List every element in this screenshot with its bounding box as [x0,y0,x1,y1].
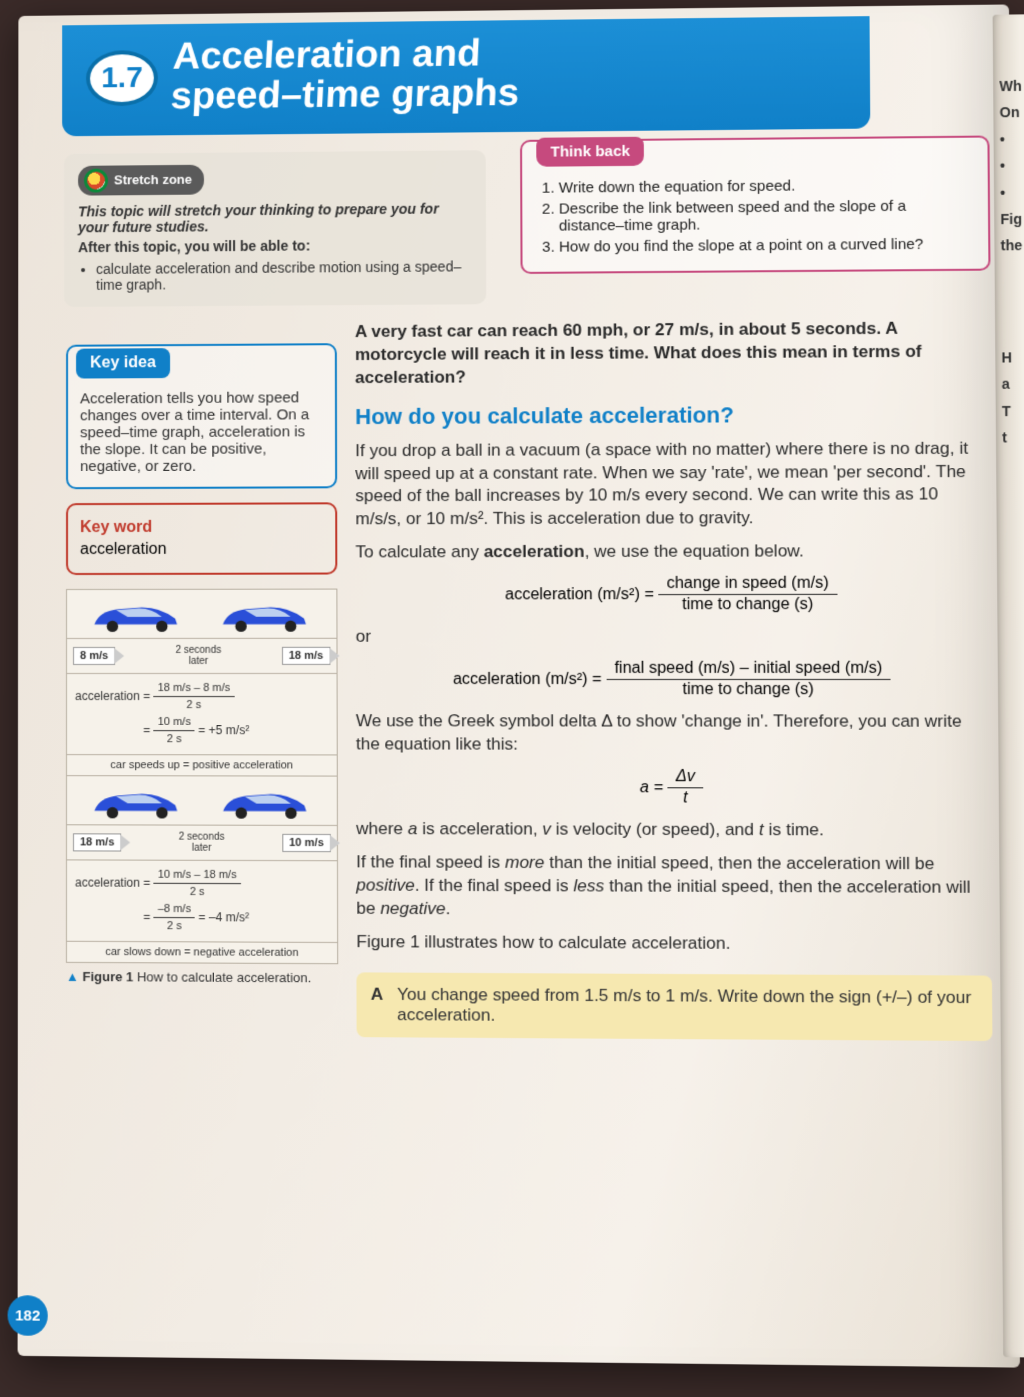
car-icon [89,598,185,634]
think-back-item: Describe the link between speed and the … [559,197,974,234]
speed-row: 18 m/s 2 seconds later 10 m/s [67,825,337,861]
stretch-bullets: calculate acceleration and describe moti… [78,258,472,293]
stretch-intro: This topic will stretch your thinking to… [78,200,472,235]
question-text: You change speed from 1.5 m/s to 1 m/s. … [397,985,971,1025]
equation-words-2: acceleration (m/s²) = final speed (m/s) … [356,659,990,701]
stretch-outcomes-lead: After this topic, you will be able to: [78,236,472,255]
textbook-page: 1.7 Acceleration and speed–time graphs T… [18,4,1020,1367]
speed-arrow: 10 m/s [282,834,331,852]
think-back-item: Write down the equation for speed. [559,176,974,197]
speed-arrow: 8 m/s [73,647,115,665]
figure-panel-positive: 8 m/s 2 seconds later 18 m/s acceleratio… [66,588,338,776]
section-banner: 1.7 Acceleration and speed–time graphs [62,16,870,136]
key-idea-text: Acceleration tells you how speed changes… [80,389,323,475]
think-back-list: Write down the equation for speed. Descr… [536,176,973,256]
car-row [67,589,336,638]
stretch-bullet: calculate acceleration and describe moti… [96,258,472,293]
calculation: acceleration = 10 m/s – 18 m/s2 s accele… [67,860,337,942]
time-label: 2 seconds later [175,645,221,667]
page-number-badge: 182 [8,1295,48,1336]
body-paragraph: where a is acceleration, v is velocity (… [356,818,991,843]
equation-symbols: a = Δvt [356,767,991,810]
car-icon [217,597,314,633]
body-paragraph: We use the Greek symbol delta Δ to show … [356,710,990,757]
car-row [67,776,337,826]
figure-caption: Figure 1 How to calculate acceleration. [66,969,338,986]
body-paragraph: To calculate any acceleration, we use th… [355,540,988,565]
question-box: A You change speed from 1.5 m/s to 1 m/s… [356,972,992,1041]
body-paragraph: Figure 1 illustrates how to calculate ac… [356,931,991,957]
question-letter: A [371,984,384,1004]
next-page-sliver: Wh On • • • Fig the H a T t [993,14,1024,1357]
think-back-tab: Think back [536,137,644,167]
panel-caption: car slows down = negative acceleration [67,941,337,963]
key-word-term: acceleration [80,540,323,559]
left-column: Stretch zone This topic will stretch you… [66,151,338,1036]
subsection-heading: How do you calculate acceleration? [355,401,987,430]
key-idea-tab: Key idea [76,348,170,378]
section-title: Acceleration and speed–time graphs [170,34,522,117]
car-icon [218,784,315,820]
time-label: 2 seconds later [179,831,225,853]
think-back-item: How do you find the slope at a point on … [559,235,974,255]
body-paragraph: If the final speed is more than the init… [356,851,991,923]
figure-panel-negative: 18 m/s 2 seconds later 10 m/s accelerati… [66,776,338,964]
speed-row: 8 m/s 2 seconds later 18 m/s [67,639,337,674]
speed-arrow: 18 m/s [73,833,121,851]
stretch-zone-tag: Stretch zone [78,165,204,196]
or-label: or [356,625,990,649]
figure-1: 8 m/s 2 seconds later 18 m/s acceleratio… [66,588,338,985]
key-word-tab: Key word [80,515,152,537]
key-word-box: Key word acceleration [66,502,337,575]
calculation: acceleration = 18 m/s – 8 m/s2 s acceler… [67,674,337,754]
car-icon [89,784,185,820]
equation-words-1: acceleration (m/s²) = change in speed (m… [356,574,990,616]
stretch-zone-box: Stretch zone This topic will stretch you… [64,150,486,307]
key-idea-box: Key idea Acceleration tells you how spee… [66,343,337,489]
speed-arrow: 18 m/s [282,647,331,665]
panel-caption: car speeds up = positive acceleration [67,754,337,775]
section-number-badge: 1.7 [86,50,158,106]
think-back-box: Think back Write down the equation for s… [520,136,990,274]
lead-paragraph: A very fast car can reach 60 mph, or 27 … [355,317,987,390]
body-paragraph: If you drop a ball in a vacuum (a space … [355,437,988,532]
